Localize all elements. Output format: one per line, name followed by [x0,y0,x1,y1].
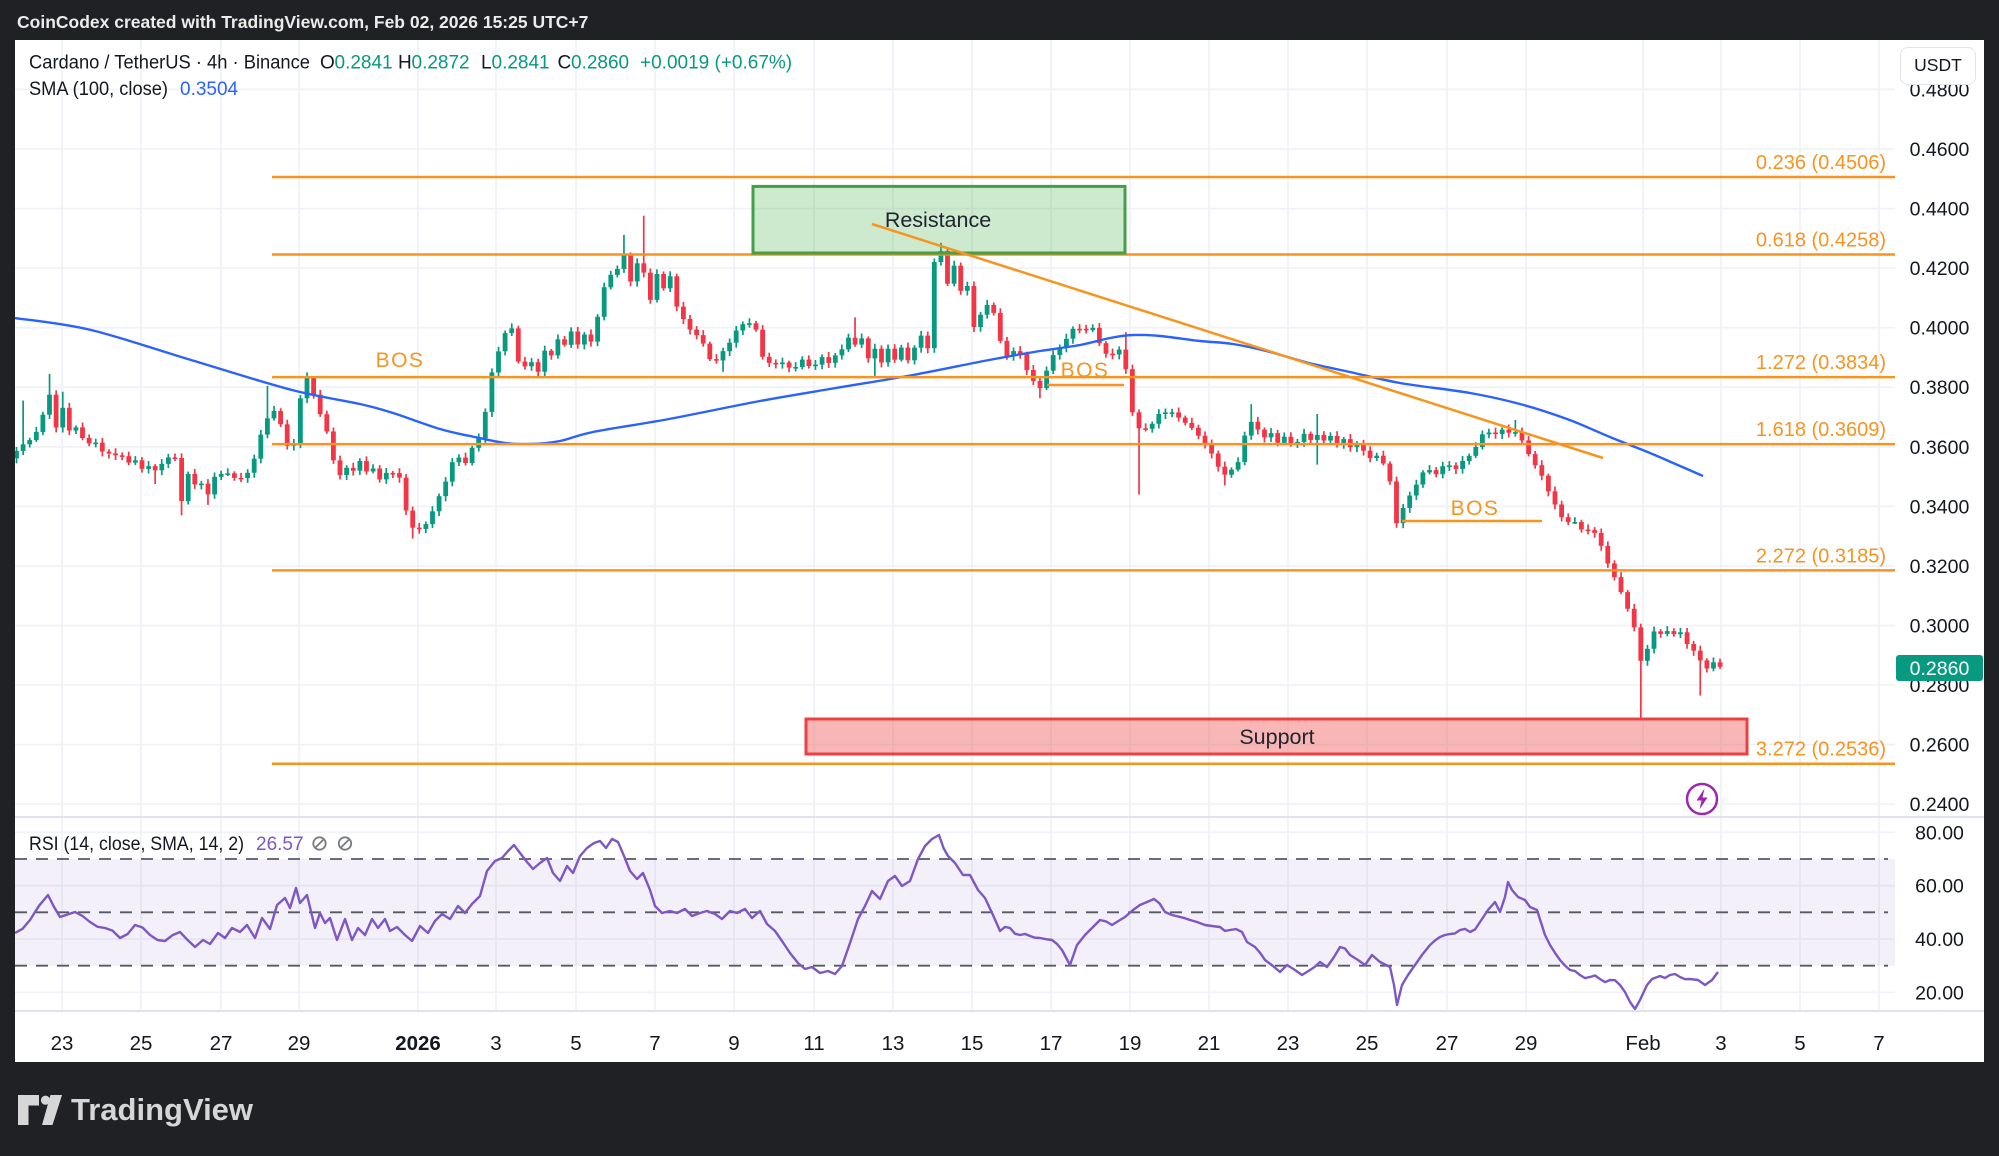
svg-text:26.57: 26.57 [256,834,304,855]
svg-text:0.3000: 0.3000 [1910,616,1970,638]
svg-text:BOS: BOS [376,349,425,372]
svg-text:60.00: 60.00 [1915,876,1964,898]
svg-text:H: H [398,53,412,74]
svg-text:40.00: 40.00 [1915,929,1964,951]
svg-text:7: 7 [649,1032,660,1055]
svg-text:0.2400: 0.2400 [1910,794,1970,816]
svg-text:0.2841: 0.2841 [492,53,550,74]
svg-text:1.272 (0.3834): 1.272 (0.3834) [1756,352,1886,374]
svg-text:0.3504: 0.3504 [180,79,239,100]
svg-text:9: 9 [728,1032,739,1055]
svg-text:13: 13 [882,1032,905,1055]
svg-text:5: 5 [570,1032,581,1055]
svg-text:5: 5 [1794,1032,1805,1055]
svg-text:80.00: 80.00 [1915,822,1964,844]
svg-text:29: 29 [1515,1032,1538,1055]
svg-text:17: 17 [1040,1032,1063,1055]
svg-text:Feb: Feb [1625,1032,1660,1055]
svg-text:0.3800: 0.3800 [1910,377,1970,399]
svg-text:Cardano / TetherUS · 4h · Bina: Cardano / TetherUS · 4h · Binance [29,53,310,74]
svg-text:2026: 2026 [395,1032,441,1055]
svg-text:15: 15 [961,1032,984,1055]
svg-text:BOS: BOS [1061,359,1110,382]
svg-text:0.4000: 0.4000 [1910,318,1970,340]
svg-text:0.618 (0.4258): 0.618 (0.4258) [1756,230,1886,252]
svg-text:0.2600: 0.2600 [1910,735,1970,757]
svg-text:RSI (14, close, SMA, 14, 2): RSI (14, close, SMA, 14, 2) [29,834,244,855]
svg-text:C: C [558,53,572,74]
svg-text:0.2860: 0.2860 [571,53,629,74]
svg-text:3: 3 [1715,1032,1726,1055]
svg-text:0.4200: 0.4200 [1910,258,1970,280]
svg-text:O: O [320,53,335,74]
svg-text:25: 25 [130,1032,153,1055]
svg-text:29: 29 [288,1032,311,1055]
svg-text:SMA (100, close): SMA (100, close) [29,79,168,100]
svg-text:21: 21 [1198,1032,1221,1055]
svg-text:0.2841: 0.2841 [335,53,393,74]
svg-text:BOS: BOS [1451,497,1500,520]
svg-text:0.2860: 0.2860 [1910,658,1970,680]
svg-text:0.2872: 0.2872 [412,53,470,74]
svg-text:11: 11 [803,1032,824,1055]
svg-text:Support: Support [1239,725,1314,749]
svg-text:L: L [481,53,492,74]
svg-text:TradingView: TradingView [71,1092,254,1127]
svg-text:0.4400: 0.4400 [1910,199,1970,221]
svg-text:3.272 (0.2536): 3.272 (0.2536) [1756,739,1886,761]
svg-text:7: 7 [1873,1032,1884,1055]
svg-text:19: 19 [1119,1032,1142,1055]
svg-text:25: 25 [1356,1032,1379,1055]
svg-text:27: 27 [210,1032,233,1055]
svg-text:Resistance: Resistance [885,208,991,232]
svg-text:0.3600: 0.3600 [1910,437,1970,459]
svg-text:3: 3 [490,1032,501,1055]
svg-text:23: 23 [1277,1032,1300,1055]
svg-text:0.3400: 0.3400 [1910,496,1970,518]
svg-text:0.236 (0.4506): 0.236 (0.4506) [1756,152,1886,174]
svg-text:27: 27 [1436,1032,1459,1055]
svg-text:1.618 (0.3609): 1.618 (0.3609) [1756,419,1886,441]
svg-text:20.00: 20.00 [1915,982,1964,1004]
svg-text:23: 23 [51,1032,74,1055]
svg-text:0.3200: 0.3200 [1910,556,1970,578]
svg-text:0.4600: 0.4600 [1910,139,1970,161]
svg-text:+0.0019 (+0.67%): +0.0019 (+0.67%) [640,53,792,74]
svg-text:2.272 (0.3185): 2.272 (0.3185) [1756,545,1886,567]
